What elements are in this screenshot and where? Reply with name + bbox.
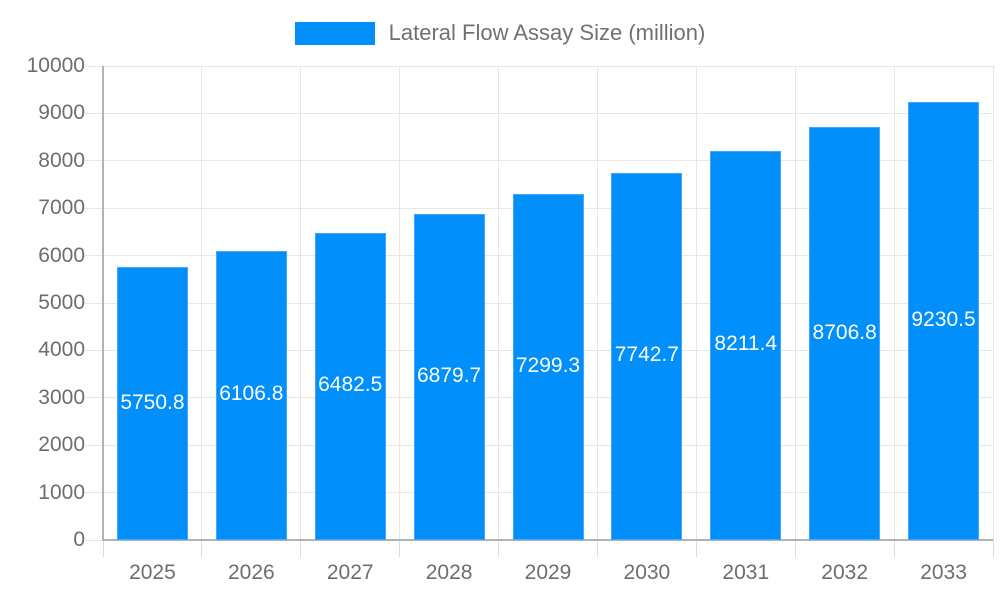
y-axis-tick: [85, 539, 103, 541]
x-gridline: [992, 66, 994, 540]
x-axis-tick: [596, 540, 598, 557]
x-axis-category-label: 2031: [722, 561, 770, 584]
x-axis-category-label: 2033: [920, 561, 967, 584]
y-axis-tick-label: 10000: [26, 54, 85, 77]
y-axis-line: [102, 66, 104, 540]
x-gridline: [201, 66, 203, 540]
y-gridline: [85, 65, 993, 67]
x-axis-tick: [794, 540, 796, 557]
x-axis-tick: [102, 540, 104, 557]
legend-swatch-icon[interactable]: [294, 21, 375, 45]
x-axis-tick: [992, 540, 994, 557]
x-axis-category-label: 2027: [326, 561, 374, 584]
bar-2032[interactable]: [809, 127, 881, 540]
x-axis-tick: [498, 540, 500, 557]
x-axis-tick: [893, 540, 895, 557]
legend: Lateral Flow Assay Size (million): [0, 19, 1000, 47]
legend-label[interactable]: Lateral Flow Assay Size (million): [388, 20, 706, 45]
bar-2029[interactable]: [512, 194, 584, 540]
y-axis-tick-label: 9000: [38, 101, 85, 125]
y-axis-tick-label: 7000: [38, 196, 85, 220]
bar-2026[interactable]: [215, 250, 287, 540]
x-axis-tick: [300, 540, 302, 557]
x-gridline: [695, 66, 697, 540]
x-gridline: [893, 66, 895, 540]
x-axis-category-label: 2029: [524, 561, 572, 584]
y-axis-tick-label: 6000: [38, 243, 85, 267]
y-axis-tick-label: 3000: [38, 385, 85, 409]
x-gridline: [794, 66, 796, 540]
x-axis-tick: [695, 540, 697, 557]
y-axis-tick-label: 1000: [38, 480, 85, 504]
x-gridline: [300, 66, 302, 540]
bar-2027[interactable]: [314, 232, 386, 540]
x-axis-category-label: 2030: [623, 561, 671, 584]
y-axis-tick-label: 5000: [38, 291, 85, 314]
x-axis-line: [102, 539, 993, 541]
y-axis-tick-label: 2000: [38, 433, 85, 457]
y-gridline: [85, 112, 993, 114]
bar-2028[interactable]: [413, 213, 485, 540]
x-gridline: [399, 66, 401, 540]
bar-2033[interactable]: [908, 102, 980, 540]
y-gridline: [85, 160, 993, 162]
bar-2025[interactable]: [116, 267, 188, 540]
x-gridline: [596, 66, 598, 540]
x-axis-category-label: 2026: [227, 561, 275, 584]
x-axis-tick: [399, 540, 401, 557]
y-axis-tick-label: 8000: [38, 148, 85, 172]
x-axis-category-label: 2025: [129, 561, 176, 584]
bar-2030[interactable]: [611, 172, 683, 540]
x-gridline: [498, 66, 500, 540]
x-axis-category-label: 2032: [821, 561, 869, 584]
x-axis-tick: [201, 540, 203, 557]
x-axis-category-label: 2028: [425, 561, 473, 584]
bar-2031[interactable]: [710, 150, 782, 540]
y-axis-tick-label: 4000: [38, 338, 85, 362]
y-axis-tick-label: 0: [73, 528, 85, 551]
